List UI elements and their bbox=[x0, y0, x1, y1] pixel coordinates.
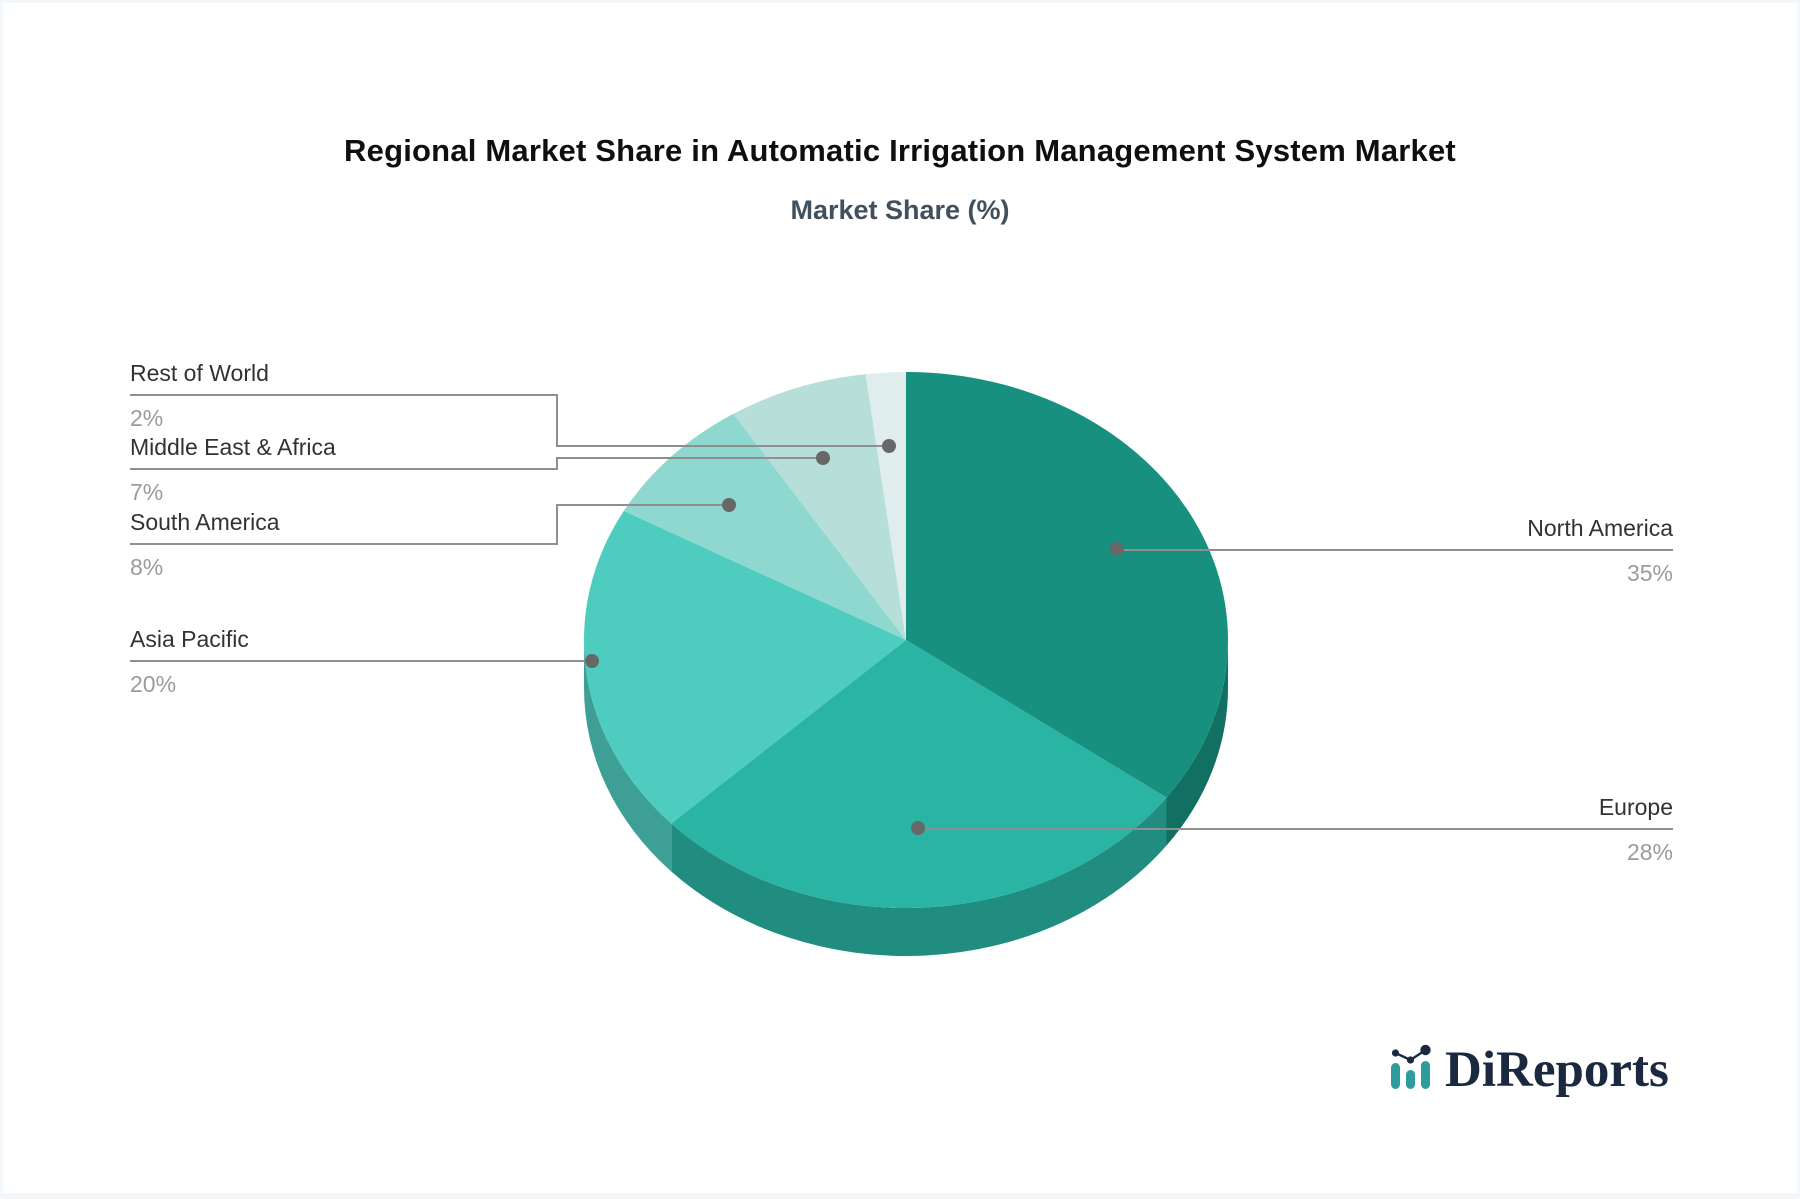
leader-line-rest-of-world bbox=[130, 394, 889, 447]
pie-chart bbox=[130, 372, 1673, 957]
pct-rest-of-world: 2% bbox=[130, 405, 164, 431]
pct-middle-east-africa: 7% bbox=[130, 479, 164, 505]
label-south-america: South America bbox=[130, 509, 280, 535]
pie-slice-asia-pacific bbox=[584, 510, 906, 824]
leader-line-middle-east-africa bbox=[130, 457, 823, 470]
label-europe: Europe bbox=[1598, 794, 1673, 820]
label-north-america: North America bbox=[1527, 515, 1673, 541]
pct-north-america: 35% bbox=[1626, 560, 1673, 586]
leader-dot-europe bbox=[911, 821, 925, 835]
label-rest-of-world: Rest of World bbox=[130, 360, 269, 386]
pie-slice-north-america bbox=[906, 372, 1228, 798]
leader-dot-asia-pacific bbox=[585, 654, 599, 668]
label-middle-east-africa: Middle East & Africa bbox=[130, 434, 336, 460]
bar-chart-logo-icon bbox=[1391, 1044, 1431, 1089]
direports-logo: DiReports bbox=[1386, 1039, 1669, 1109]
pie-slice-south-america bbox=[623, 413, 906, 640]
leader-dot-north-america bbox=[1110, 542, 1124, 556]
report-canvas: Regional Market Share in Automatic Irrig… bbox=[3, 3, 1797, 1193]
pie-slice-rest-of-world bbox=[865, 372, 906, 640]
logo-text: DiReports bbox=[1445, 1042, 1669, 1098]
leader-dot-rest-of-world bbox=[882, 439, 896, 453]
pie-slice-middle-east-africa bbox=[733, 374, 906, 640]
chart-subtitle: Market Share (%) bbox=[790, 195, 1010, 225]
pie-slice-europe bbox=[671, 640, 1167, 908]
pie-slice-side-europe bbox=[671, 797, 1167, 957]
pct-asia-pacific: 20% bbox=[130, 671, 177, 697]
pct-south-america: 8% bbox=[130, 554, 164, 580]
pct-europe: 28% bbox=[1626, 839, 1673, 865]
leader-dot-middle-east-africa bbox=[816, 451, 830, 465]
pie-slice-side-north-america bbox=[1166, 640, 1228, 846]
label-asia-pacific: Asia Pacific bbox=[130, 626, 249, 652]
pie-slice-side-asia-pacific bbox=[584, 640, 672, 872]
chart-title: Regional Market Share in Automatic Irrig… bbox=[344, 133, 1456, 168]
leader-dot-south-america bbox=[722, 498, 736, 512]
leader-line-south-america bbox=[130, 504, 729, 545]
